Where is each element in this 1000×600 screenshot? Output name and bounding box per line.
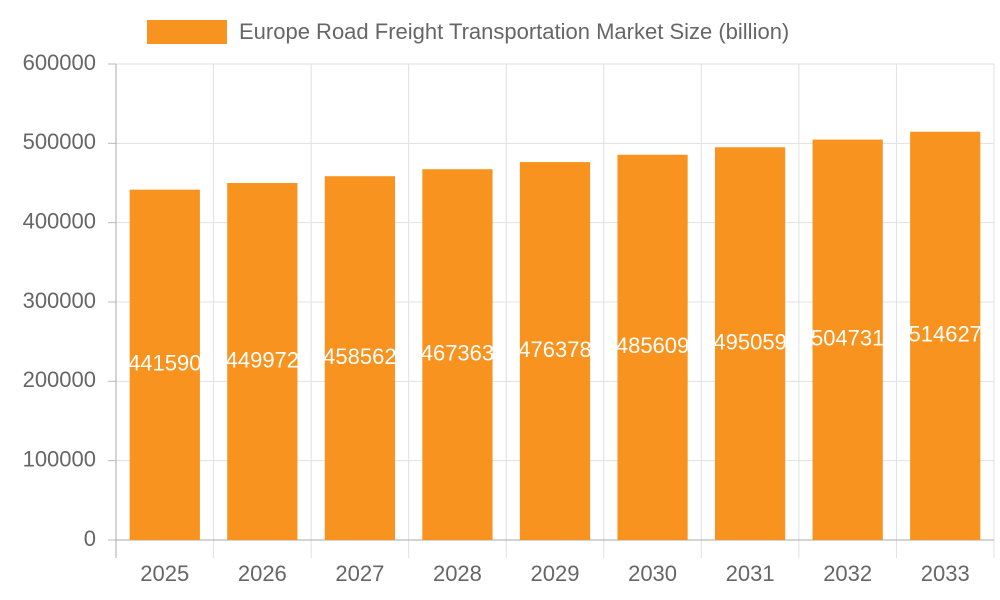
- bar: [324, 176, 396, 541]
- bar: [910, 131, 981, 540]
- bar: [129, 189, 200, 540]
- bar: [617, 154, 688, 541]
- data-label: 495059: [713, 329, 786, 354]
- y-tick-label: 600000: [23, 50, 96, 75]
- data-label: 458562: [323, 344, 396, 369]
- data-label: 514627: [909, 322, 982, 347]
- data-label: 449972: [226, 347, 299, 372]
- x-tick-label: 2030: [628, 561, 677, 586]
- data-label: 485609: [616, 333, 689, 358]
- data-label: 441590: [128, 351, 201, 376]
- bar: [519, 162, 591, 540]
- x-tick-label: 2025: [140, 561, 189, 586]
- legend-swatch: [147, 20, 227, 44]
- bar: [227, 183, 298, 540]
- y-tick-label: 500000: [23, 129, 96, 154]
- legend-label: Europe Road Freight Transportation Marke…: [239, 19, 789, 44]
- bar: [812, 139, 883, 540]
- y-tick-label: 0: [84, 526, 96, 551]
- data-label: 504731: [811, 326, 884, 351]
- x-tick-label: 2033: [921, 561, 970, 586]
- y-tick-label: 100000: [23, 446, 96, 471]
- x-tick-label: 2031: [726, 561, 775, 586]
- bar: [422, 169, 493, 541]
- y-tick-label: 200000: [23, 367, 96, 392]
- x-tick-label: 2027: [335, 561, 384, 586]
- x-tick-label: 2026: [238, 561, 287, 586]
- x-tick-label: 2029: [531, 561, 580, 586]
- data-label: 476378: [518, 337, 591, 362]
- y-tick-label: 400000: [23, 208, 96, 233]
- bar: [714, 147, 786, 541]
- x-tick-label: 2028: [433, 561, 482, 586]
- data-label: 467363: [421, 340, 494, 365]
- y-tick-label: 300000: [23, 288, 96, 313]
- x-tick-label: 2032: [823, 561, 872, 586]
